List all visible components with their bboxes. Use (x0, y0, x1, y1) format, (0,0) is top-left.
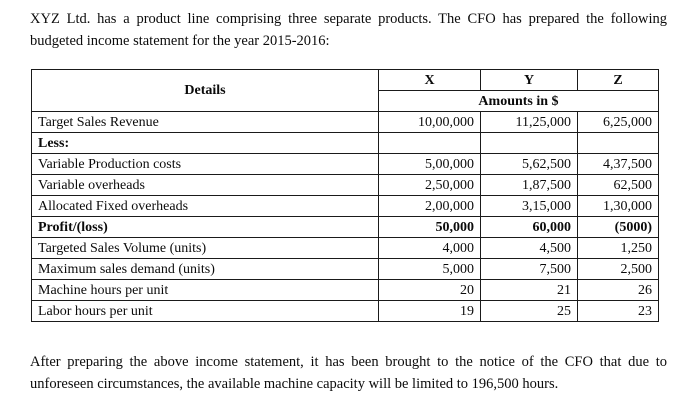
value-cell-x: 20 (378, 279, 481, 301)
table-row: Variable overheads 2,50,000 1,87,500 62,… (31, 174, 659, 196)
value-cell-x: 2,00,000 (378, 195, 481, 217)
row-label-cell: Machine hours per unit (31, 279, 379, 301)
value-cell-x: 2,50,000 (378, 174, 481, 196)
value-cell-y: 25 (480, 300, 578, 322)
value-cell-z: 6,25,000 (577, 111, 659, 133)
value-cell-z: 1,30,000 (577, 195, 659, 217)
value-cell-y: 60,000 (480, 216, 578, 238)
value-cell-z (577, 132, 659, 154)
table-row: Allocated Fixed overheads 2,00,000 3,15,… (31, 195, 659, 217)
budgeted-income-statement-table: Details X Y Z Amounts in $ Target Sales … (31, 69, 659, 322)
value-cell-z: (5000) (577, 216, 659, 238)
value-cell-y: 7,500 (480, 258, 578, 280)
value-cell-z: 23 (577, 300, 659, 322)
value-cell-x: 10,00,000 (378, 111, 481, 133)
value-cell-x: 50,000 (378, 216, 481, 238)
value-cell-z: 26 (577, 279, 659, 301)
row-label-cell: Maximum sales demand (units) (31, 258, 379, 280)
details-column-header: Details (31, 69, 379, 112)
value-cell-z: 4,37,500 (577, 153, 659, 175)
value-cell-x: 19 (378, 300, 481, 322)
table-row: Maximum sales demand (units) 5,000 7,500… (31, 258, 659, 280)
value-cell-y: 3,15,000 (480, 195, 578, 217)
amounts-in-dollars-header: Amounts in $ (378, 90, 659, 112)
row-label-cell: Profit/(loss) (31, 216, 379, 238)
value-cell-y (480, 132, 578, 154)
table-header: Details X Y Z Amounts in $ (31, 69, 659, 112)
value-cell-z: 1,250 (577, 237, 659, 259)
column-header-z: Z (577, 69, 659, 91)
table-row: Variable Production costs 5,00,000 5,62,… (31, 153, 659, 175)
closing-paragraph: After preparing the above income stateme… (30, 354, 667, 392)
row-label-cell: Targeted Sales Volume (units) (31, 237, 379, 259)
income-table-body: Target Sales Revenue 10,00,000 11,25,000… (31, 111, 659, 322)
product-header-row: Details X Y Z (31, 69, 659, 112)
table-row: Machine hours per unit 20 21 26 (31, 279, 659, 301)
row-label-cell: Labor hours per unit (31, 300, 379, 322)
table-row: Targeted Sales Volume (units) 4,000 4,50… (31, 237, 659, 259)
value-cell-y: 5,62,500 (480, 153, 578, 175)
value-cell-y: 1,87,500 (480, 174, 578, 196)
row-label-cell: Target Sales Revenue (31, 111, 379, 133)
value-cell-z: 2,500 (577, 258, 659, 280)
value-cell-y: 11,25,000 (480, 111, 578, 133)
value-cell-z: 62,500 (577, 174, 659, 196)
row-label-cell: Less: (31, 132, 379, 154)
value-cell-x (378, 132, 481, 154)
column-header-x: X (378, 69, 481, 91)
column-header-y: Y (480, 69, 578, 91)
table-row: Profit/(loss) 50,000 60,000 (5000) (31, 216, 659, 238)
value-cell-x: 5,00,000 (378, 153, 481, 175)
value-cell-x: 5,000 (378, 258, 481, 280)
intro-paragraph: XYZ Ltd. has a product line comprising t… (30, 11, 667, 49)
row-label-cell: Variable Production costs (31, 153, 379, 175)
table-row: Target Sales Revenue 10,00,000 11,25,000… (31, 111, 659, 133)
value-cell-y: 21 (480, 279, 578, 301)
table-row: Less: (31, 132, 659, 154)
value-cell-y: 4,500 (480, 237, 578, 259)
table-row: Labor hours per unit 19 25 23 (31, 300, 659, 322)
row-label-cell: Allocated Fixed overheads (31, 195, 379, 217)
value-cell-x: 4,000 (378, 237, 481, 259)
row-label-cell: Variable overheads (31, 174, 379, 196)
